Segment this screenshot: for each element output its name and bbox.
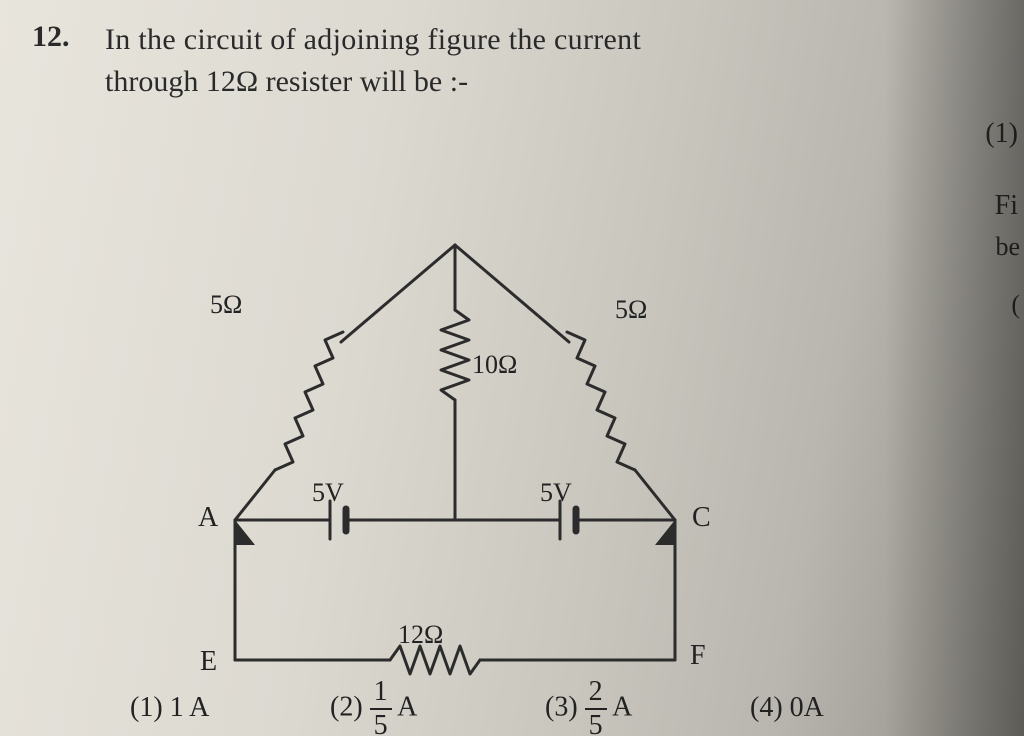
option-3-den: 5 — [585, 710, 607, 736]
node-f: F — [690, 640, 706, 672]
option-1-text: 1 A — [170, 692, 210, 723]
label-r-mid: 10Ω — [472, 350, 517, 380]
edge-be: be — [995, 232, 1020, 262]
option-2-den: 5 — [370, 710, 392, 736]
circuit-diagram — [60, 115, 860, 715]
edge-fi: Fi — [995, 190, 1018, 222]
option-2-num: 1 — [370, 678, 392, 710]
option-3-fraction: 2 5 — [585, 678, 607, 736]
label-v-left: 5V — [312, 478, 344, 508]
option-3: (3) 2 5 A — [545, 678, 632, 736]
option-1-marker: (1) — [130, 692, 163, 723]
label-v-right: 5V — [540, 478, 572, 508]
edge-paren: ( — [1011, 290, 1020, 320]
label-r-left: 5Ω — [210, 290, 242, 320]
option-4-marker: (4) — [750, 692, 783, 723]
edge-option1: (1) — [985, 118, 1018, 150]
label-r-right: 5Ω — [615, 295, 647, 325]
page-shadow — [884, 0, 1024, 736]
node-a: A — [198, 502, 218, 534]
option-3-num: 2 — [585, 678, 607, 710]
option-3-unit: A — [612, 691, 632, 722]
option-4: (4) 0A — [750, 692, 824, 724]
question-text-line1: In the circuit of adjoining figure the c… — [105, 20, 641, 61]
option-2: (2) 1 5 A — [330, 678, 417, 736]
question-text-line2: through 12Ω resister will be :- — [105, 62, 468, 103]
question-number: 12. — [32, 20, 70, 54]
node-c: C — [692, 502, 711, 534]
option-2-fraction: 1 5 — [370, 678, 392, 736]
option-2-unit: A — [397, 691, 417, 722]
option-2-marker: (2) — [330, 691, 363, 722]
option-3-marker: (3) — [545, 691, 578, 722]
option-1: (1) 1 A — [130, 692, 209, 724]
node-e: E — [200, 646, 217, 678]
label-r-bottom: 12Ω — [398, 620, 443, 650]
option-4-text: 0A — [790, 692, 824, 723]
